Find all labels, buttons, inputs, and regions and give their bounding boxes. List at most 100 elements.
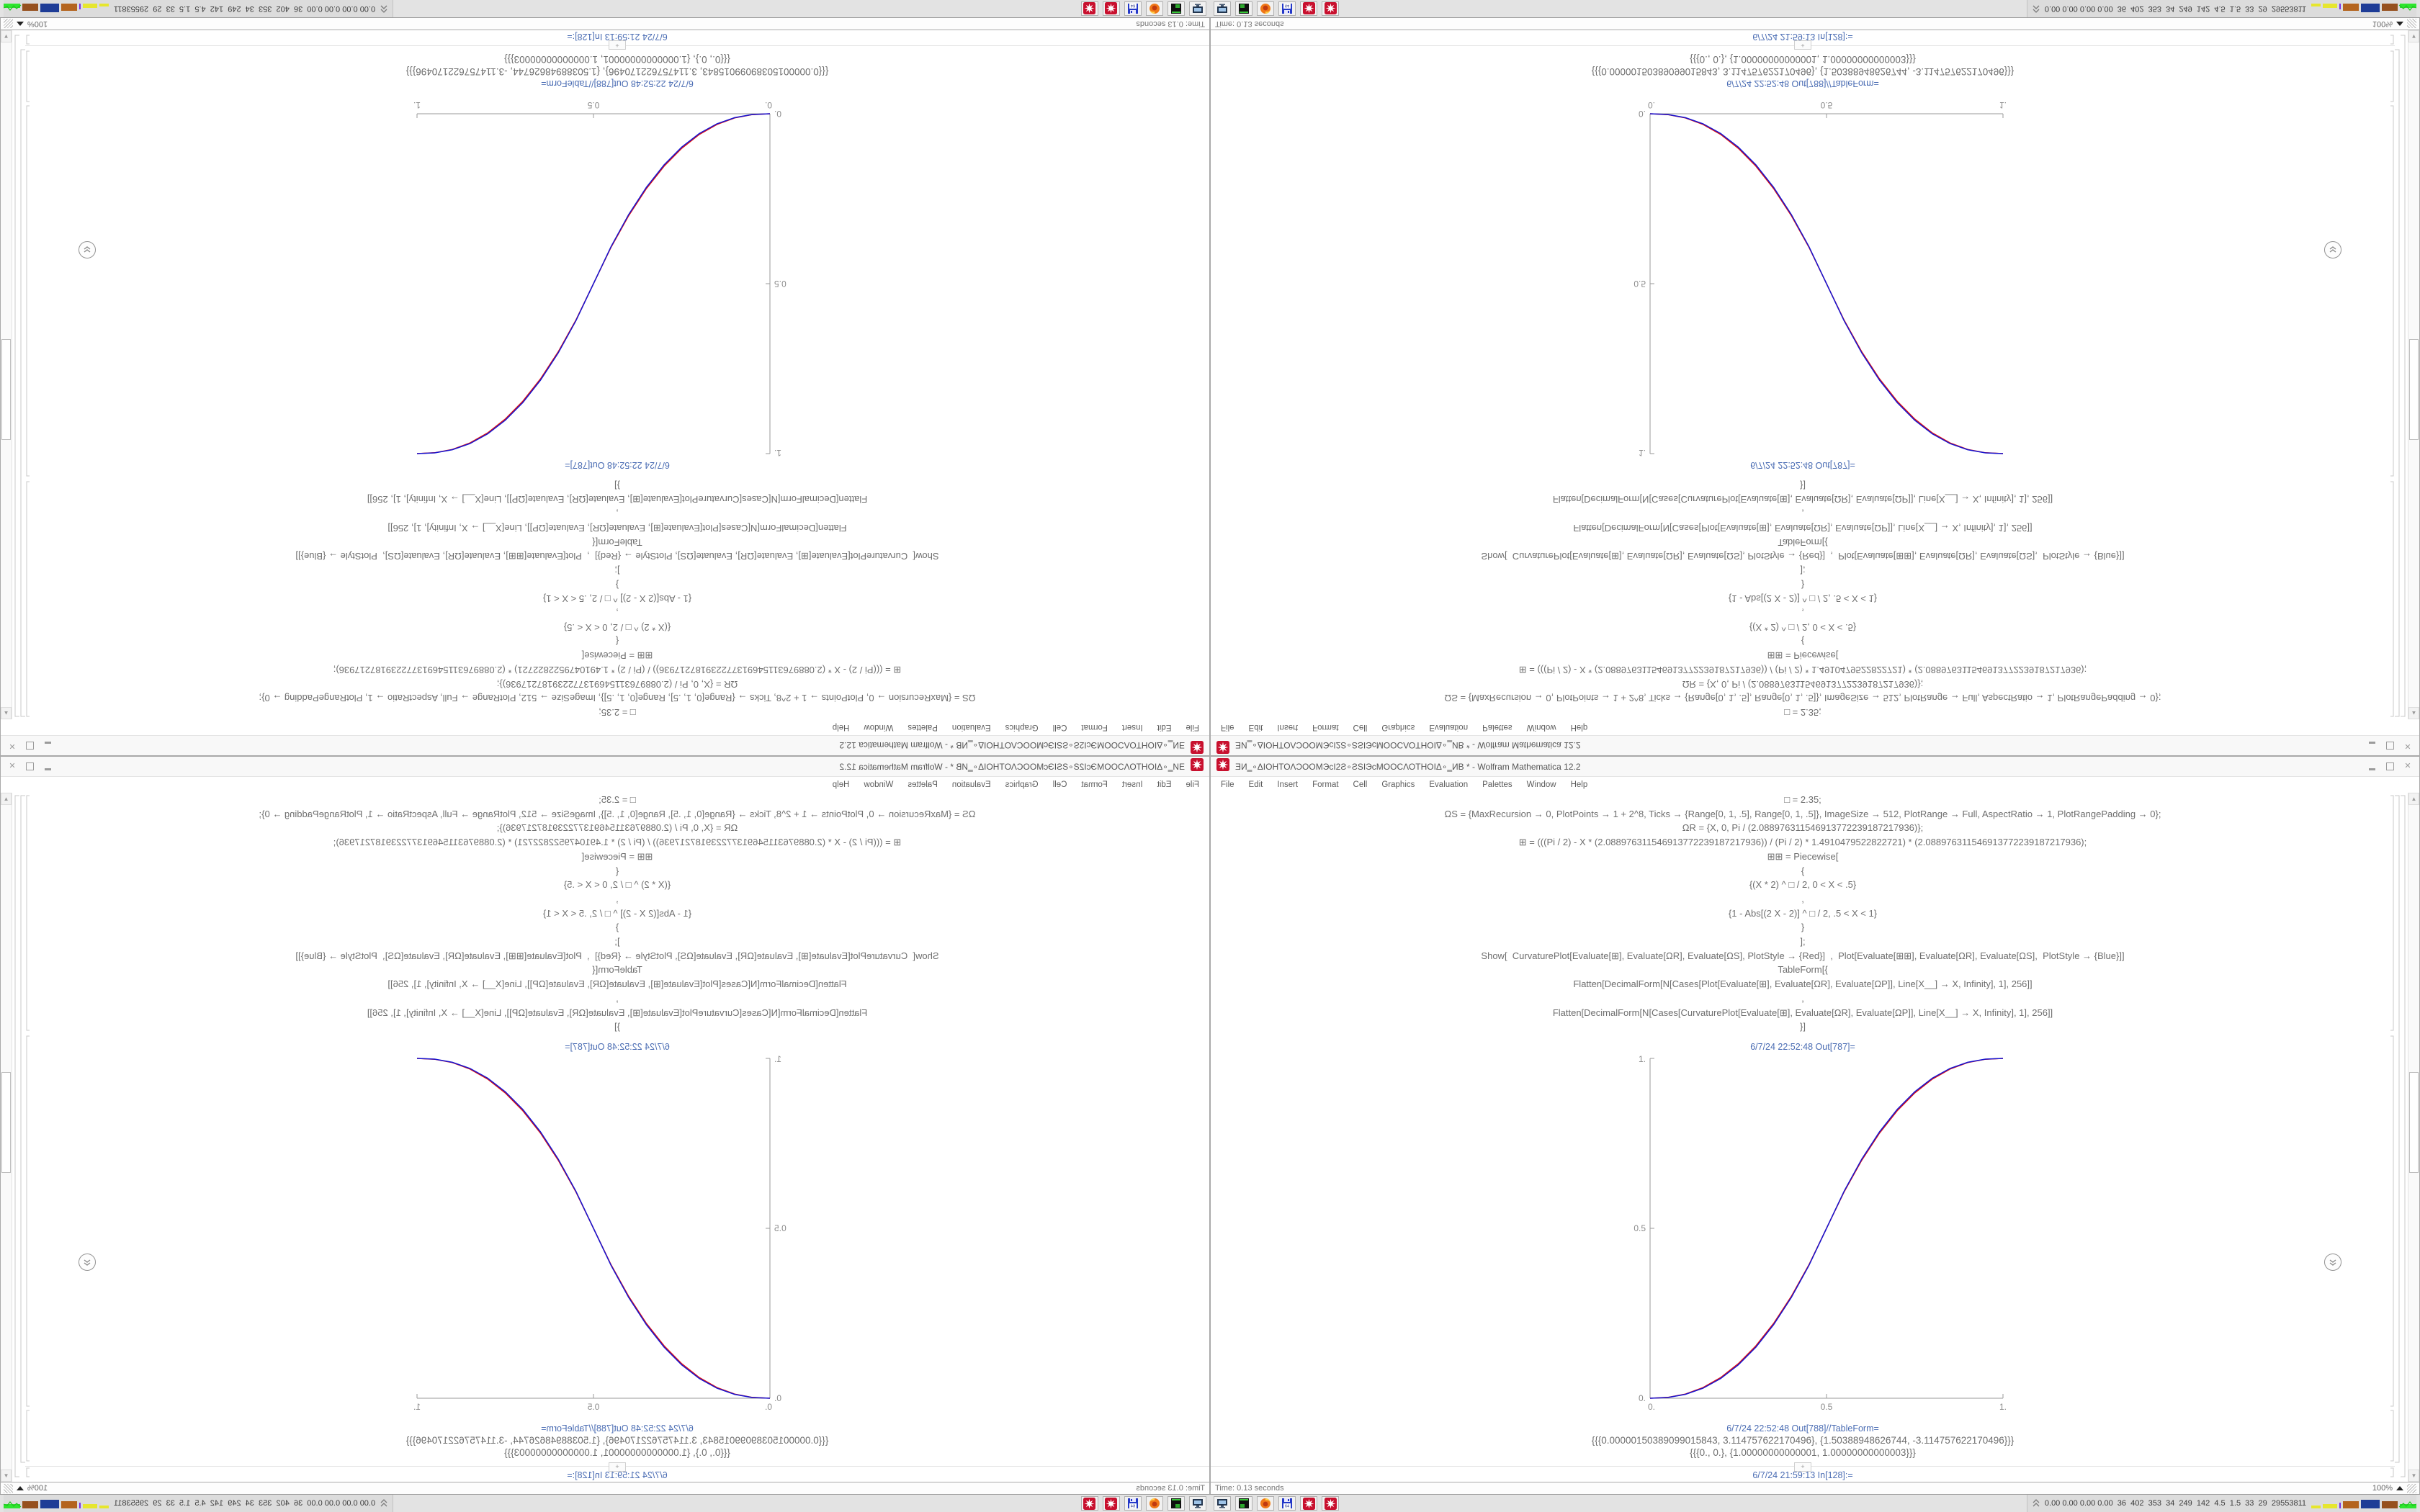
scroll-thumb[interactable] [1, 1072, 11, 1173]
code-line[interactable]: , [1801, 992, 1804, 1004]
code-line[interactable]: {1 - Abs[(2 X - 2)] ^ □ / 2, .5 < X < 1} [542, 593, 692, 605]
code-line[interactable]: □ = 2.35; [599, 707, 636, 718]
output-plot[interactable]: 1. 0.5 0. 0. 0.5 1. [1628, 96, 2017, 458]
elide-chevrons-icon[interactable] [2324, 1254, 2341, 1271]
code-line[interactable]: }] [614, 480, 620, 491]
code-line[interactable]: } [615, 579, 619, 590]
code-line[interactable]: ΩR = {X, 0, Pi / (2.08897631154691377223… [1682, 678, 1924, 690]
menu-item-format[interactable]: Format [1312, 723, 1339, 732]
code-line[interactable]: Flatten[DecimalForm[N[Cases[Plot[Evaluat… [387, 522, 847, 534]
code-line[interactable]: ⊞ = (((Pi / 2) - X * (2.0889763115469137… [333, 664, 902, 675]
resize-grip[interactable] [4, 19, 13, 29]
menu-item-file[interactable]: File [1186, 723, 1199, 732]
code-line[interactable]: ⊞⊞ = Piecewise[ [1767, 850, 1839, 862]
menu-item-palettes[interactable]: Palettes [908, 723, 938, 732]
menu-item-palettes[interactable]: Palettes [908, 780, 938, 789]
menu-item-format[interactable]: Format [1081, 780, 1108, 789]
taskbar-terminal-icon[interactable] [1168, 1496, 1185, 1511]
tableform-row[interactable]: {{{0., 0.}, {1.00000000000001, 1.0000000… [1690, 53, 1916, 65]
taskbar-mathematica-icon-2[interactable] [1322, 1, 1339, 16]
maximize-button[interactable] [2384, 741, 2396, 751]
code-line[interactable]: Show[ CurvaturePlot[Evaluate[⊞], Evaluat… [295, 551, 939, 562]
tableform-row[interactable]: {{{0., 0.}, {1.00000000000001, 1.0000000… [504, 53, 730, 65]
output-plot[interactable]: 1. 0.5 0. 0. 0.5 1. [1628, 1054, 2017, 1416]
resize-grip[interactable] [2407, 1483, 2416, 1493]
code-line[interactable]: , [1801, 893, 1804, 904]
code-line[interactable]: Show[ CurvaturePlot[Evaluate[⊞], Evaluat… [1481, 551, 2125, 562]
code-line[interactable]: } [1801, 579, 1805, 590]
code-line[interactable]: , [616, 992, 619, 1004]
scroll-thumb[interactable] [1, 339, 11, 440]
code-line[interactable]: ΩS = {MaxRecursion → 0, PlotPoints → 1 +… [1444, 808, 2161, 819]
code-line[interactable]: ⊞⊞ = Piecewise[ [1767, 650, 1839, 662]
code-line[interactable]: ⊞ = (((Pi / 2) - X * (2.0889763115469137… [1518, 664, 2087, 675]
code-line[interactable]: TableForm[{ [1778, 964, 1828, 976]
menu-item-window[interactable]: Window [864, 780, 894, 789]
taskbar-display-icon[interactable] [1214, 1, 1231, 16]
scroll-thumb[interactable] [2409, 339, 2419, 440]
magnification-caret-icon[interactable] [2396, 22, 2403, 26]
taskbar-floppy-icon[interactable]: 64 [1278, 1, 1296, 16]
menu-item-file[interactable]: File [1186, 780, 1199, 789]
code-line[interactable]: TableForm[{ [592, 964, 642, 976]
menu-item-evaluation[interactable]: Evaluation [951, 780, 991, 789]
taskbar-mathematica-icon-2[interactable] [1322, 1496, 1339, 1511]
code-line[interactable]: Flatten[DecimalForm[N[Cases[CurvaturePlo… [367, 494, 868, 505]
taskbar-firefox-icon[interactable] [1257, 1496, 1274, 1511]
scroll-down-icon[interactable]: ▼ [1, 30, 12, 42]
menu-item-edit[interactable]: Edit [1157, 723, 1172, 732]
taskbar-firefox-icon[interactable] [1257, 1, 1274, 16]
menu-item-help[interactable]: Help [1570, 780, 1588, 789]
close-button[interactable]: ✕ [9, 742, 16, 750]
tray-chevron-icon[interactable] [380, 1499, 387, 1508]
taskbar-display-icon[interactable] [1189, 1496, 1206, 1511]
menu-item-graphics[interactable]: Graphics [1381, 723, 1415, 732]
scroll-up-icon[interactable]: ▲ [2408, 793, 2419, 805]
taskbar-terminal-icon[interactable] [1235, 1, 1252, 16]
magnification-caret-icon[interactable] [2396, 1486, 2403, 1490]
code-line[interactable]: Flatten[DecimalForm[N[Cases[Plot[Evaluat… [387, 978, 847, 990]
menu-item-cell[interactable]: Cell [1052, 780, 1067, 789]
scroll-down-icon[interactable]: ▼ [2408, 30, 2419, 42]
code-line[interactable]: ΩR = {X, 0, Pi / (2.08897631154691377223… [496, 822, 738, 834]
code-line[interactable]: ΩS = {MaxRecursion → 0, PlotPoints → 1 +… [259, 693, 976, 704]
menu-item-palettes[interactable]: Palettes [1482, 723, 1512, 732]
code-line[interactable]: {1 - Abs[(2 X - 2)] ^ □ / 2, .5 < X < 1} [542, 907, 692, 919]
magnification-caret-icon[interactable] [17, 22, 24, 26]
minimize-button[interactable] [2366, 762, 2378, 772]
code-line[interactable]: {(X * 2) ^ □ / 2, 0 < X < .5} [1749, 879, 1857, 891]
code-line[interactable]: ]; [614, 564, 620, 576]
tray-chevron-icon[interactable] [380, 4, 387, 13]
tableform-row[interactable]: {{{0.00000150389099015843, 3.11475762217… [405, 66, 829, 78]
code-line[interactable]: {1 - Abs[(2 X - 2)] ^ □ / 2, .5 < X < 1} [1728, 907, 1878, 919]
scroll-down-icon[interactable]: ▼ [1, 1470, 12, 1482]
code-line[interactable]: {(X * 2) ^ □ / 2, 0 < X < .5} [563, 621, 671, 633]
magnification-caret-icon[interactable] [17, 1486, 24, 1490]
menu-item-insert[interactable]: Insert [1277, 780, 1299, 789]
maximize-button[interactable] [24, 762, 36, 772]
output-plot[interactable]: 1. 0.5 0. 0. 0.5 1. [403, 96, 792, 458]
code-line[interactable]: { [1801, 865, 1805, 876]
menu-item-insert[interactable]: Insert [1121, 723, 1143, 732]
code-line[interactable]: { [615, 636, 619, 647]
taskbar-mathematica-icon-1[interactable] [1300, 1496, 1317, 1511]
close-button[interactable]: ✕ [2404, 762, 2411, 770]
maximize-button[interactable] [2384, 762, 2396, 772]
code-line[interactable]: ⊞⊞ = Piecewise[ [581, 850, 653, 862]
menu-item-insert[interactable]: Insert [1277, 723, 1299, 732]
code-line[interactable]: , [1801, 608, 1804, 619]
resize-grip[interactable] [2407, 19, 2416, 29]
taskbar-firefox-icon[interactable] [1146, 1496, 1163, 1511]
cell-brackets[interactable] [12, 30, 30, 719]
code-line[interactable]: } [615, 922, 619, 933]
code-line[interactable]: Flatten[DecimalForm[N[Cases[Plot[Evaluat… [1573, 978, 2033, 990]
menu-item-format[interactable]: Format [1312, 780, 1339, 789]
notebook-area[interactable]: □ = 2.35; ΩS = {MaxRecursion → 0, PlotPoi… [1211, 793, 2419, 1482]
insert-cell-button[interactable]: + [609, 1462, 626, 1472]
code-line[interactable]: □ = 2.35; [1784, 707, 1821, 718]
title-bar[interactable]: ƎИ‗∘ΔΙΟΗΤΟΛϽΟΟΜЭϲΙ2Ƨ∘ƧSΙЭϲΜΟΟϹΛΟΤΗΟΙΔ∘‗И… [1211, 735, 2419, 755]
menu-item-graphics[interactable]: Graphics [1005, 723, 1039, 732]
code-line[interactable]: Flatten[DecimalForm[N[Cases[CurvaturePlo… [1552, 494, 2053, 505]
taskbar-display-icon[interactable] [1189, 1, 1206, 16]
code-line[interactable]: ]; [1800, 936, 1806, 948]
